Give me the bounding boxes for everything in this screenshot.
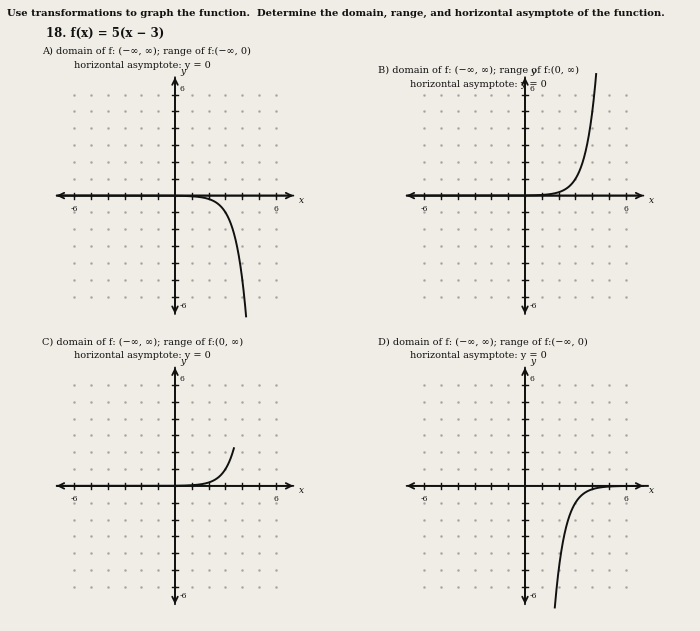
Text: y: y bbox=[530, 67, 536, 76]
Text: x: x bbox=[299, 196, 304, 205]
Text: Use transformations to graph the function.  Determine the domain, range, and hor: Use transformations to graph the functio… bbox=[7, 9, 665, 18]
Text: -6: -6 bbox=[420, 495, 428, 503]
Text: horizontal asymptote: y = 0: horizontal asymptote: y = 0 bbox=[74, 351, 210, 360]
Text: horizontal asymptote: y = 0: horizontal asymptote: y = 0 bbox=[410, 351, 546, 360]
Text: y: y bbox=[180, 67, 186, 76]
Text: -6: -6 bbox=[70, 495, 78, 503]
Text: -6: -6 bbox=[529, 302, 537, 310]
Text: horizontal asymptote: y = 0: horizontal asymptote: y = 0 bbox=[410, 80, 546, 89]
Text: x: x bbox=[649, 487, 654, 495]
Text: -6: -6 bbox=[70, 205, 78, 213]
Text: -6: -6 bbox=[529, 592, 537, 600]
Text: -6: -6 bbox=[179, 302, 187, 310]
Text: 6: 6 bbox=[624, 495, 629, 503]
Text: y: y bbox=[180, 357, 186, 367]
Text: -6: -6 bbox=[420, 205, 428, 213]
Text: 6: 6 bbox=[529, 85, 534, 93]
Text: C) domain of f: (−∞, ∞); range of f:(0, ∞): C) domain of f: (−∞, ∞); range of f:(0, … bbox=[42, 338, 243, 346]
Text: 6: 6 bbox=[529, 375, 534, 383]
Text: 6: 6 bbox=[274, 205, 279, 213]
Text: A) domain of f: (−∞, ∞); range of f:(−∞, 0): A) domain of f: (−∞, ∞); range of f:(−∞,… bbox=[42, 47, 251, 56]
Text: horizontal asymptote: y = 0: horizontal asymptote: y = 0 bbox=[74, 61, 210, 70]
Text: 18. f(x) = 5(x − 3): 18. f(x) = 5(x − 3) bbox=[46, 27, 164, 40]
Text: 6: 6 bbox=[274, 495, 279, 503]
Text: -6: -6 bbox=[179, 592, 187, 600]
Text: x: x bbox=[649, 196, 654, 205]
Text: 6: 6 bbox=[624, 205, 629, 213]
Text: B) domain of f: (−∞, ∞); range of f:(0, ∞): B) domain of f: (−∞, ∞); range of f:(0, … bbox=[378, 66, 579, 75]
Text: D) domain of f: (−∞, ∞); range of f:(−∞, 0): D) domain of f: (−∞, ∞); range of f:(−∞,… bbox=[378, 338, 588, 346]
Text: 6: 6 bbox=[179, 85, 184, 93]
Text: y: y bbox=[530, 357, 536, 367]
Text: 6: 6 bbox=[179, 375, 184, 383]
Text: x: x bbox=[299, 487, 304, 495]
